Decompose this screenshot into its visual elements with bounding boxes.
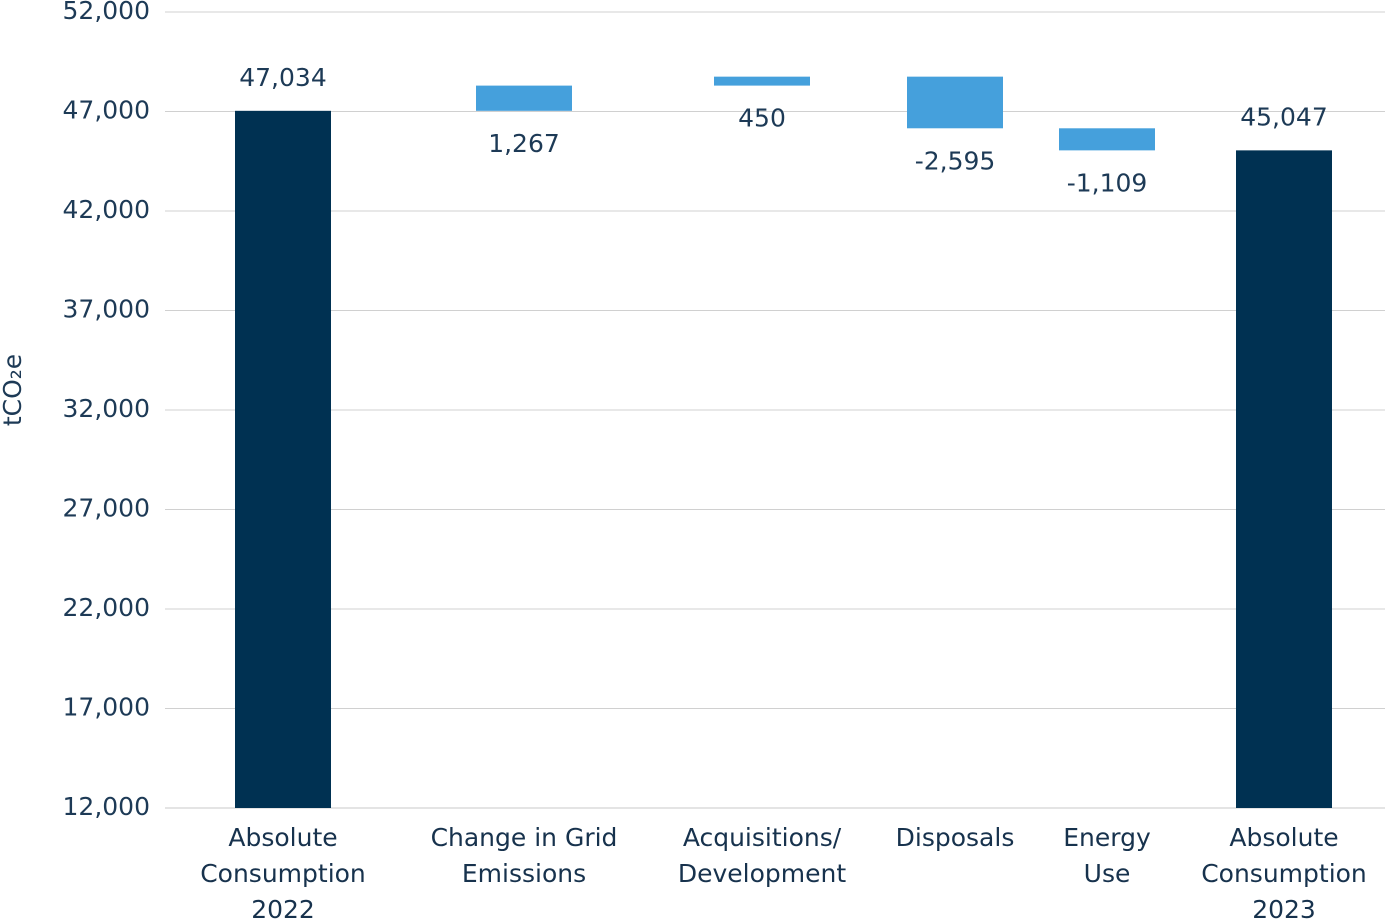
- y-tick-label: 52,000: [63, 0, 150, 25]
- y-tick-label: 32,000: [63, 394, 150, 423]
- delta-bar: [714, 76, 810, 86]
- value-label: 47,034: [239, 63, 326, 92]
- y-axis-label: tCO₂e: [0, 354, 27, 426]
- total-bar: [1236, 150, 1332, 809]
- y-tick-label: 17,000: [63, 693, 150, 722]
- y-tick-label: 37,000: [63, 295, 150, 324]
- x-tick-label: Absolute Consumption 2022: [200, 823, 366, 920]
- delta-bar: [1059, 128, 1155, 151]
- total-bar: [235, 110, 331, 808]
- y-tick-label: 47,000: [63, 96, 150, 125]
- y-tick-label: 42,000: [63, 195, 150, 224]
- value-label: 450: [738, 104, 786, 133]
- x-tick-label: Absolute Consumption 2023: [1201, 823, 1367, 920]
- value-label: 45,047: [1240, 102, 1327, 131]
- value-label: -2,595: [915, 146, 996, 175]
- y-tick-label: 27,000: [63, 494, 150, 523]
- x-tick-label: Acquisitions/ Development: [677, 823, 847, 888]
- delta-bar: [476, 85, 572, 111]
- x-tick-label: Change in Grid Emissions: [430, 823, 618, 888]
- y-tick-label: 12,000: [63, 792, 150, 821]
- x-tick-label: Disposals: [895, 823, 1015, 852]
- delta-bar: [907, 76, 1003, 129]
- y-tick-label: 22,000: [63, 593, 150, 622]
- value-label: 1,267: [488, 129, 560, 158]
- value-label: -1,109: [1067, 168, 1148, 197]
- x-tick-label: Energy Use: [1063, 823, 1151, 888]
